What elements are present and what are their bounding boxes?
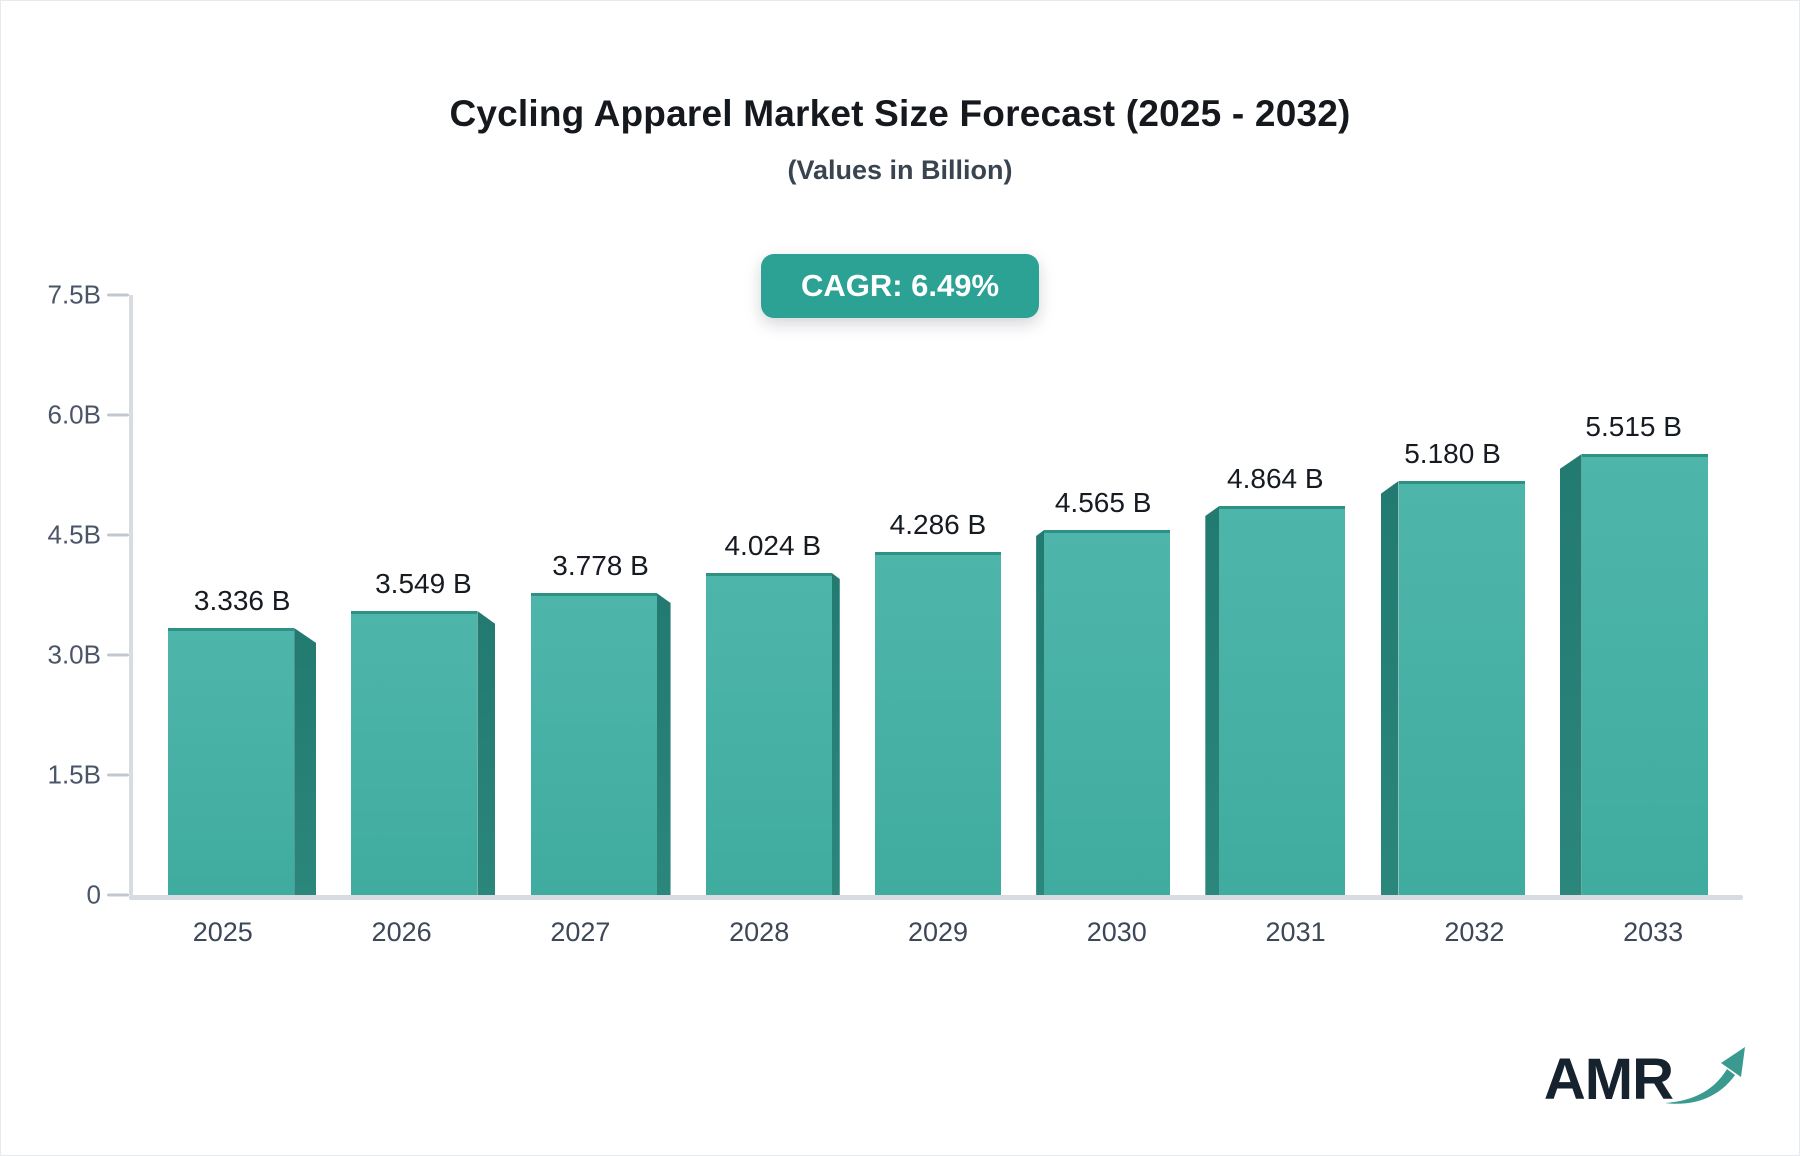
bar [168,628,317,895]
bar [1036,530,1171,895]
bar-group-2026: 3.549 B [351,295,496,895]
x-axis-line [129,895,1743,900]
y-axis-tick-label: 3.0B [47,639,102,670]
amr-logo-text: AMR [1543,1047,1674,1112]
x-axis-label-2032: 2032 [1444,917,1505,947]
y-axis-tick-label: 4.5B [47,519,102,550]
bar [874,552,1001,895]
y-axis-tick-mark [107,893,129,897]
y-axis-tick-mark [107,293,129,297]
bar-value-label: 4.565 B [1054,487,1152,518]
bar [1380,481,1525,895]
bar-value-label: 3.778 B [552,550,649,581]
bar-group-2031: 4.864 B [1205,295,1346,895]
bar-value-label: 3.336 B [193,585,291,616]
bar-group-2025: 3.336 B [168,295,317,895]
bar [530,593,671,895]
cagr-badge-row: CAGR: 6.49% [1,254,1799,318]
bar [1205,506,1346,895]
bar-side-face [477,611,496,895]
y-axis-tick-label: 0 [86,879,101,910]
bar-front-face [705,573,832,895]
bar-front-face [1581,454,1708,895]
x-axis-label-2029: 2029 [907,917,969,947]
bar-group-2028: 4.024 B [705,295,840,895]
bar-front-face [530,593,657,895]
chart-header: Cycling Apparel Market Size Forecast (20… [1,93,1799,186]
y-axis-line [129,295,133,895]
bar-group-2027: 3.778 B [530,295,671,895]
bar [1559,454,1708,895]
y-axis-tick-mark [107,413,129,417]
bar-side-face [831,573,840,895]
bar-side-face [656,593,671,895]
bar-group-2030: 4.565 B [1036,295,1171,895]
x-axis-label-2033: 2033 [1623,917,1684,947]
bar-value-label: 5.515 B [1585,411,1682,442]
bar-front-face [1398,481,1525,895]
x-axis-label-2026: 2026 [371,917,432,947]
bar-value-label: 4.024 B [724,530,822,561]
x-axis-label-2025: 2025 [192,917,253,947]
amr-logo: AMR [1544,1046,1747,1113]
bar-front-face [351,611,478,895]
x-axis-label-2030: 2030 [1086,917,1147,947]
plot-area: 3.336 B 3.549 B 3.778 B 4.024 B 4.286 B 4.565… [133,295,1743,895]
bar-side-face [1559,454,1582,895]
bar-side-face [294,628,317,895]
growth-arrow-icon [1665,1046,1745,1104]
x-axis-label-2031: 2031 [1265,917,1326,947]
bar-value-label: 4.286 B [889,509,987,540]
bar-group-2032: 5.180 B [1380,295,1525,895]
bar-group-2029: 4.286 B [874,295,1001,895]
bar [351,611,496,895]
x-axis-label-2027: 2027 [550,917,611,947]
bar-side-face [1380,481,1399,895]
bar-side-face [1205,506,1220,895]
bar-front-face [168,628,295,895]
bar-value-label: 5.180 B [1404,438,1501,469]
y-axis-tick-mark [107,533,129,537]
bar-group-2033: 5.515 B [1559,295,1708,895]
x-axis-labels: 2025 2026 2027 2028 2029 2030 2031 2032 2033 [133,917,1743,948]
bar [705,573,840,895]
chart-title: Cycling Apparel Market Size Forecast (20… [449,93,1351,134]
bar-value-label: 3.549 B [375,568,472,599]
bar-front-face [1044,530,1171,895]
y-axis-tick-mark [107,653,129,657]
bar-value-label: 4.864 B [1227,463,1324,494]
chart-subtitle: (Values in Billion) [787,155,1013,185]
bar-front-face [1219,506,1346,895]
y-axis-tick-mark [107,773,129,777]
bar-side-face [1036,530,1045,895]
y-axis-tick-label: 1.5B [47,759,102,790]
x-axis-label-2028: 2028 [729,917,790,947]
y-axis-tick-label: 6.0B [47,399,102,430]
cagr-badge: CAGR: 6.49% [760,254,1040,318]
bar-front-face [874,552,1001,895]
y-axis-tick-label: 7.5B [47,279,102,310]
